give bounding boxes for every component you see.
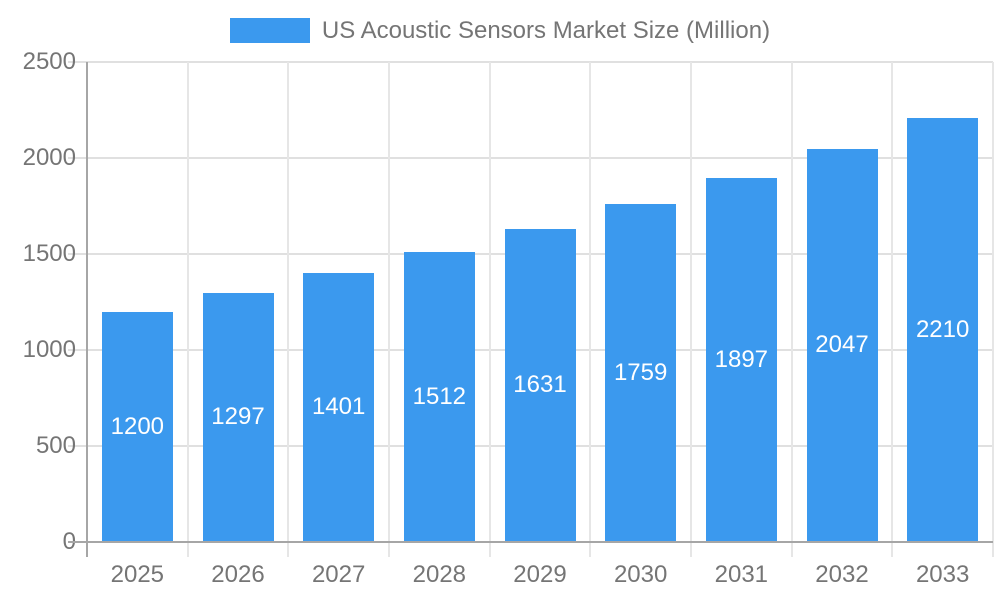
x-axis-line: [68, 541, 993, 543]
v-gridline: [891, 62, 894, 557]
y-axis-tick-label: 500: [35, 432, 76, 459]
bar[interactable]: 2210: [907, 117, 979, 542]
bar-value-label: 2047: [815, 331, 869, 359]
x-axis-tick-label: 2033: [915, 561, 970, 588]
legend-swatch: [229, 18, 310, 43]
bar[interactable]: 1297: [202, 292, 274, 542]
v-gridline: [589, 62, 592, 557]
y-axis-tick-label: 2000: [22, 144, 76, 171]
x-axis-tick-label: 2025: [110, 561, 165, 588]
v-gridline: [388, 62, 390, 557]
bar-value-label: 2210: [915, 315, 970, 343]
bar[interactable]: 1759: [605, 204, 677, 542]
bar[interactable]: 1897: [705, 177, 777, 542]
bar-value-label: 1200: [110, 412, 165, 440]
v-gridline: [186, 62, 189, 557]
y-axis-tick-label: 0: [62, 528, 76, 555]
x-axis-tick-label: 2031: [714, 561, 769, 588]
bar[interactable]: 1512: [403, 251, 475, 542]
bar[interactable]: 2047: [806, 148, 878, 542]
v-gridline: [992, 62, 994, 557]
bar[interactable]: 1200: [101, 311, 173, 542]
x-axis-tick-label: 2027: [311, 561, 366, 588]
x-axis-tick-label: 2029: [513, 561, 567, 588]
bar-value-label: 1897: [714, 345, 769, 373]
h-gridline: [68, 157, 993, 159]
v-gridline: [790, 62, 793, 557]
bar[interactable]: 1401: [303, 273, 375, 542]
h-gridline: [68, 61, 993, 63]
y-axis-line: [86, 62, 88, 557]
bar[interactable]: 1631: [504, 228, 576, 542]
bar-value-label: 1401: [311, 393, 366, 421]
x-axis-tick-label: 2028: [412, 561, 467, 588]
bar-value-label: 1297: [211, 403, 265, 431]
x-axis-tick-label: 2030: [613, 561, 668, 588]
v-gridline: [488, 62, 491, 557]
x-axis-tick-label: 2026: [211, 561, 265, 588]
bar-value-label: 1759: [613, 359, 668, 387]
bar-value-label: 1631: [513, 371, 567, 399]
y-axis-tick-label: 1000: [22, 336, 76, 363]
v-gridline: [287, 62, 290, 557]
x-axis-tick-label: 2032: [815, 561, 869, 588]
y-axis-tick-label: 2500: [22, 48, 76, 75]
legend-item[interactable]: US Acoustic Sensors Market Size (Million…: [0, 0, 1000, 61]
bar-value-label: 1512: [412, 382, 467, 410]
y-axis-tick-label: 1500: [22, 240, 76, 267]
legend-label: US Acoustic Sensors Market Size (Million…: [321, 16, 771, 44]
v-gridline: [690, 62, 692, 557]
